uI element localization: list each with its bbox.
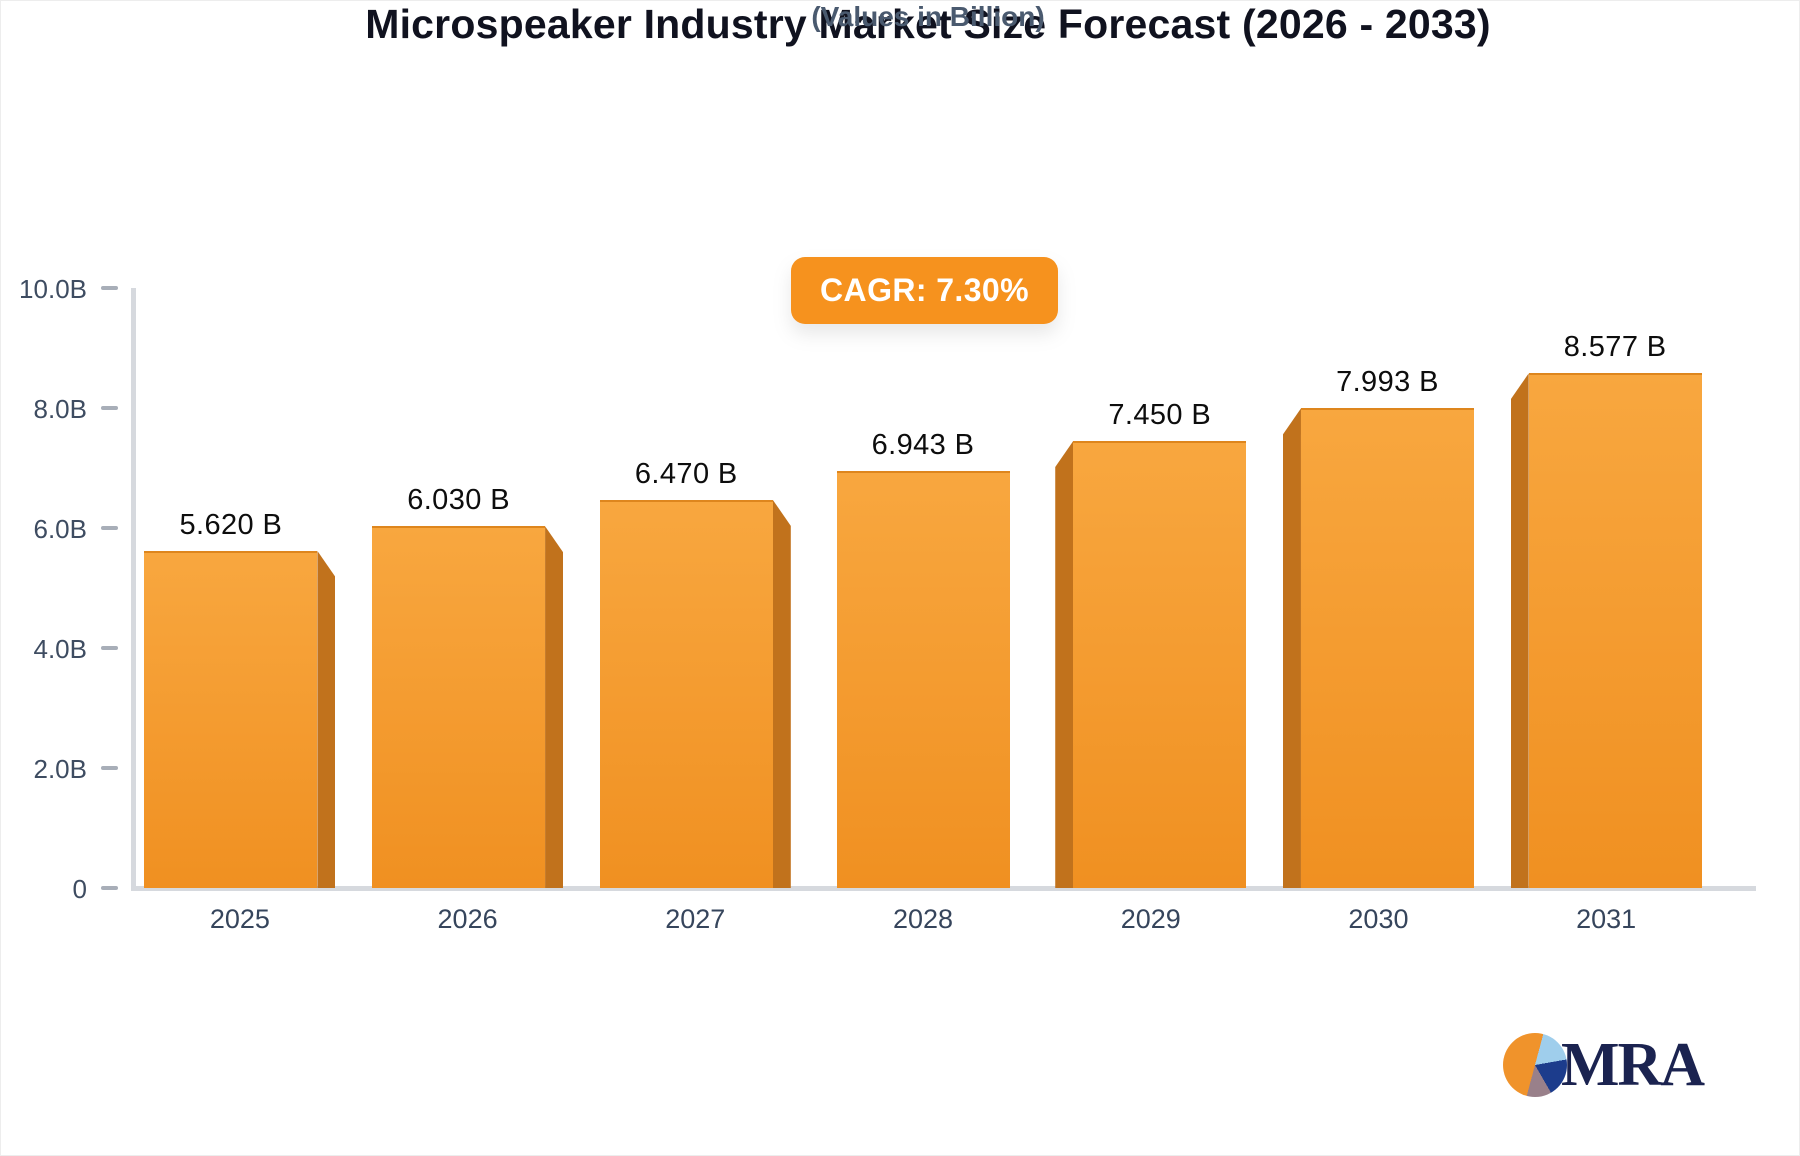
- bar-slot: 6.030 B: [354, 288, 582, 888]
- y-tick-mark: [101, 646, 118, 650]
- x-axis-label-2028: 2028: [892, 904, 954, 934]
- bar-value-label: 5.620 B: [179, 508, 283, 541]
- bar-side-face: [772, 499, 791, 888]
- mra-logo-pie-icon: [1503, 1033, 1567, 1097]
- bar-side-face: [1282, 408, 1301, 888]
- bar-2031: 8.577 B: [1510, 331, 1702, 888]
- y-tick-label: 10.0B: [19, 274, 87, 304]
- x-axis-labels: 2025 2026 2027 2028 2029 2030 2031: [126, 904, 1720, 935]
- bar-side-face: [1055, 441, 1074, 888]
- bar-2028: 6.943 B: [836, 429, 1010, 888]
- y-tick-label: 8.0B: [33, 394, 88, 424]
- bar-2030: 7.993 B: [1282, 366, 1474, 888]
- bar-slot: 7.450 B: [1037, 288, 1265, 888]
- bar-value-label: 6.470 B: [634, 457, 738, 490]
- bar-2029: 7.450 B: [1055, 399, 1247, 888]
- x-axis-label-2030: 2030: [1348, 904, 1409, 934]
- y-tick-mark: [101, 286, 118, 290]
- y-tick-label: 2.0B: [33, 754, 88, 784]
- x-axis-label-2025: 2025: [209, 904, 270, 934]
- bar-value-label: 8.577 B: [1563, 331, 1667, 364]
- bars-area: 5.620 B 6.030 B 6.470 B 6.943 B 7.450 B 7.993…: [126, 288, 1720, 888]
- bar-front-face: [599, 499, 773, 888]
- y-axis-line: [131, 288, 136, 888]
- bar-2026: 6.030 B: [372, 484, 564, 888]
- x-axis-label-2026: 2026: [437, 904, 498, 934]
- x-axis-line: [131, 886, 1756, 891]
- bar-slot: 6.470 B: [581, 288, 809, 888]
- y-tick-mark: [101, 766, 118, 770]
- bar-value-label: 6.030 B: [407, 484, 510, 517]
- mra-logo-text: MRA: [1561, 1031, 1705, 1099]
- x-axis-label-2027: 2027: [665, 904, 726, 934]
- chart-title: Microspeaker Industry Market Size Foreca…: [365, 1, 1491, 47]
- bar-value-label: 7.450 B: [1108, 399, 1212, 431]
- cagr-badge-label: CAGR: 7.30%: [820, 272, 1029, 308]
- bar-front-face: [1073, 441, 1247, 888]
- chart-subtitle: (Values in Billion): [811, 1, 1045, 32]
- bar-slot: 8.577 B: [1492, 288, 1720, 888]
- bar-front-face: [144, 550, 318, 888]
- bar-value-label: 6.943 B: [871, 429, 975, 462]
- bar-front-face: [836, 471, 1010, 888]
- y-tick-label: 6.0B: [33, 514, 88, 544]
- bar-side-face: [317, 550, 336, 888]
- bar-front-face: [372, 526, 546, 888]
- bar-value-label: 7.993 B: [1336, 366, 1439, 399]
- y-tick-mark: [101, 406, 118, 410]
- bar-front-face: [1300, 408, 1474, 888]
- cagr-badge: CAGR: 7.30%: [791, 257, 1058, 324]
- bar-slot: 7.993 B: [1265, 288, 1493, 888]
- bar-2027: 6.470 B: [599, 458, 791, 888]
- y-tick-mark: [101, 886, 118, 890]
- y-tick-mark: [101, 526, 118, 530]
- bar-slot: 5.620 B: [126, 288, 354, 888]
- mra-logo: MRA: [1503, 1031, 1705, 1099]
- bar-slot: 6.943 B: [809, 288, 1037, 888]
- y-tick-label: 4.0B: [33, 634, 88, 664]
- x-axis-label-2031: 2031: [1576, 904, 1637, 934]
- y-tick-label: 0: [72, 874, 87, 904]
- bar-2025: 5.620 B: [144, 509, 336, 888]
- x-axis-label-2029: 2029: [1120, 904, 1181, 934]
- bar-side-face: [545, 526, 564, 888]
- bar-side-face: [1510, 373, 1529, 888]
- bar-front-face: [1528, 373, 1702, 888]
